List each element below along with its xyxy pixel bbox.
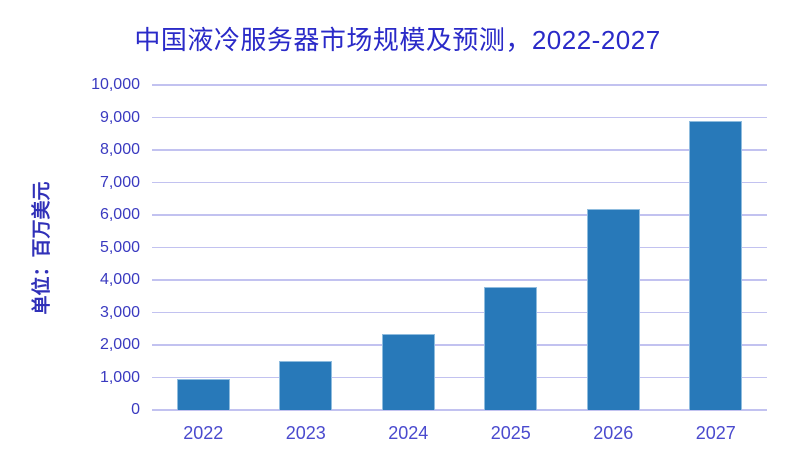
- gridline-10000: [152, 84, 767, 86]
- gridline-3000: [152, 311, 767, 314]
- y-tick-label-8000: 8,000: [99, 141, 140, 158]
- y-tick-label-0: 0: [131, 401, 140, 418]
- gridline-5000: [152, 246, 767, 249]
- y-tick-label-6000: 6,000: [99, 206, 140, 223]
- plot-area: [152, 84, 767, 411]
- chart-title: 中国液冷服务器市场规模及预测，2022-2027: [134, 25, 661, 55]
- x-tick-label-2027: 2027: [695, 423, 736, 443]
- gridline-8000: [152, 149, 767, 151]
- y-axis-tick-labels: 0 1,000 2,000 3,000 4,000 5,000 6,000 7,000 8,00…: [0, 76, 144, 418]
- x-tick-label-2026: 2026: [593, 423, 634, 443]
- y-tick-label-1000: 1,000: [99, 368, 140, 386]
- bar-2023: [279, 361, 333, 410]
- gridline-4000: [152, 279, 767, 281]
- x-tick-label-2025: 2025: [490, 423, 531, 443]
- x-tick-label-2024: 2024: [388, 423, 429, 443]
- gridline-6000: [152, 214, 767, 216]
- gridline-7000: [152, 181, 767, 184]
- y-tick-label-9000: 9,000: [99, 108, 140, 126]
- bar-2025: [484, 286, 538, 410]
- bar-2022: [176, 379, 230, 410]
- gridline-9000: [152, 116, 767, 119]
- gridline-1000: [152, 376, 767, 379]
- bar-2027: [689, 120, 743, 410]
- bar-2024: [381, 334, 435, 410]
- y-tick-label-7000: 7,000: [99, 173, 140, 191]
- gridline-2000: [152, 344, 767, 346]
- x-axis-tick-labels: 2022 2023 2024 2025 2026 2027: [152, 423, 767, 449]
- bar-2026: [586, 208, 640, 410]
- y-tick-label-4000: 4,000: [99, 271, 140, 288]
- x-tick-label-2023: 2023: [285, 423, 326, 443]
- x-tick-label-2022: 2022: [183, 423, 224, 443]
- y-tick-label-5000: 5,000: [99, 238, 140, 256]
- y-tick-label-2000: 2,000: [99, 336, 140, 353]
- gridline-0: [152, 409, 767, 411]
- y-tick-label-3000: 3,000: [99, 303, 140, 321]
- y-tick-label-10000: 10,000: [91, 76, 140, 93]
